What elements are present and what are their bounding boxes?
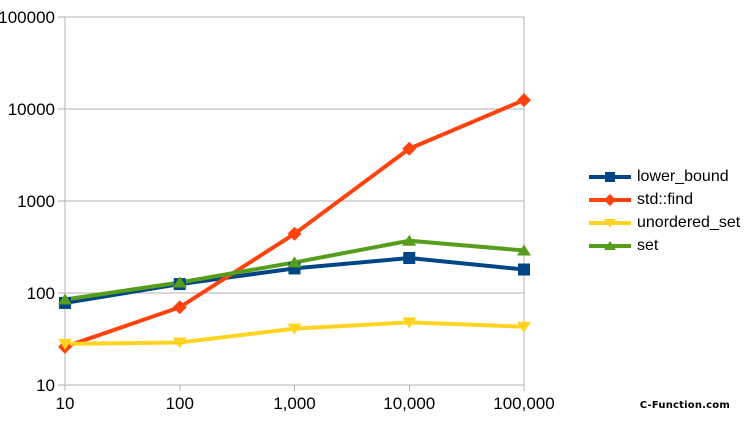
legend-label: set [637, 237, 659, 254]
x-tick-label: 100 [166, 394, 194, 413]
series-marker-set [58, 293, 72, 305]
series-marker-unordered_set [58, 338, 72, 350]
series-marker-lower_bound [403, 252, 416, 265]
series-marker-std::find [517, 93, 531, 108]
legend-item-lower_bound: lower_bound [589, 168, 740, 185]
legend-label: lower_bound [637, 168, 729, 185]
series-marker-set [402, 234, 417, 246]
legend-diamond-icon [589, 194, 631, 206]
x-tick-label: 10,000 [383, 394, 435, 413]
legend-marker-triangle-up-icon [604, 241, 616, 250]
series-marker-lower_bound [518, 263, 530, 276]
series-marker-set [172, 276, 187, 288]
series-marker-set [517, 244, 531, 256]
series-marker-std::find [402, 141, 417, 156]
series-marker-unordered_set [287, 323, 302, 335]
legend-item-unordered_set: unordered_set [589, 214, 741, 231]
y-tick-label: 100000 [0, 8, 55, 27]
y-tick-label: 10 [36, 376, 55, 395]
legend-item-std::find: std::find [589, 191, 740, 208]
series-marker-std::find [172, 300, 187, 315]
x-tick-label: 1,000 [273, 394, 316, 413]
legend-square-icon [589, 172, 631, 182]
x-tick-label: 100,000 [493, 394, 554, 413]
series-marker-unordered_set [517, 321, 531, 333]
legend-triangle-up-icon [589, 241, 631, 250]
legend-marker-triangle-down-icon [604, 219, 616, 228]
legend-label: unordered_set [637, 214, 741, 231]
legend-marker-diamond-icon [604, 194, 616, 206]
series-marker-std::find [287, 226, 302, 241]
series-marker-unordered_set [402, 317, 417, 329]
series-marker-set [287, 256, 302, 268]
y-tick-label: 10000 [8, 100, 55, 119]
legend-label: std::find [637, 191, 694, 208]
series-line-std::find [64, 98, 525, 349]
x-tick-label: 10 [56, 394, 75, 413]
legend-triangle-down-icon [589, 219, 631, 228]
series-marker-unordered_set [172, 337, 187, 349]
legend-item-set: set [589, 237, 740, 254]
legend-marker-square-icon [605, 172, 615, 182]
y-tick-label: 1000 [17, 192, 55, 211]
watermark: C-Function.com [639, 400, 730, 411]
y-tick-label: 100 [27, 284, 55, 303]
